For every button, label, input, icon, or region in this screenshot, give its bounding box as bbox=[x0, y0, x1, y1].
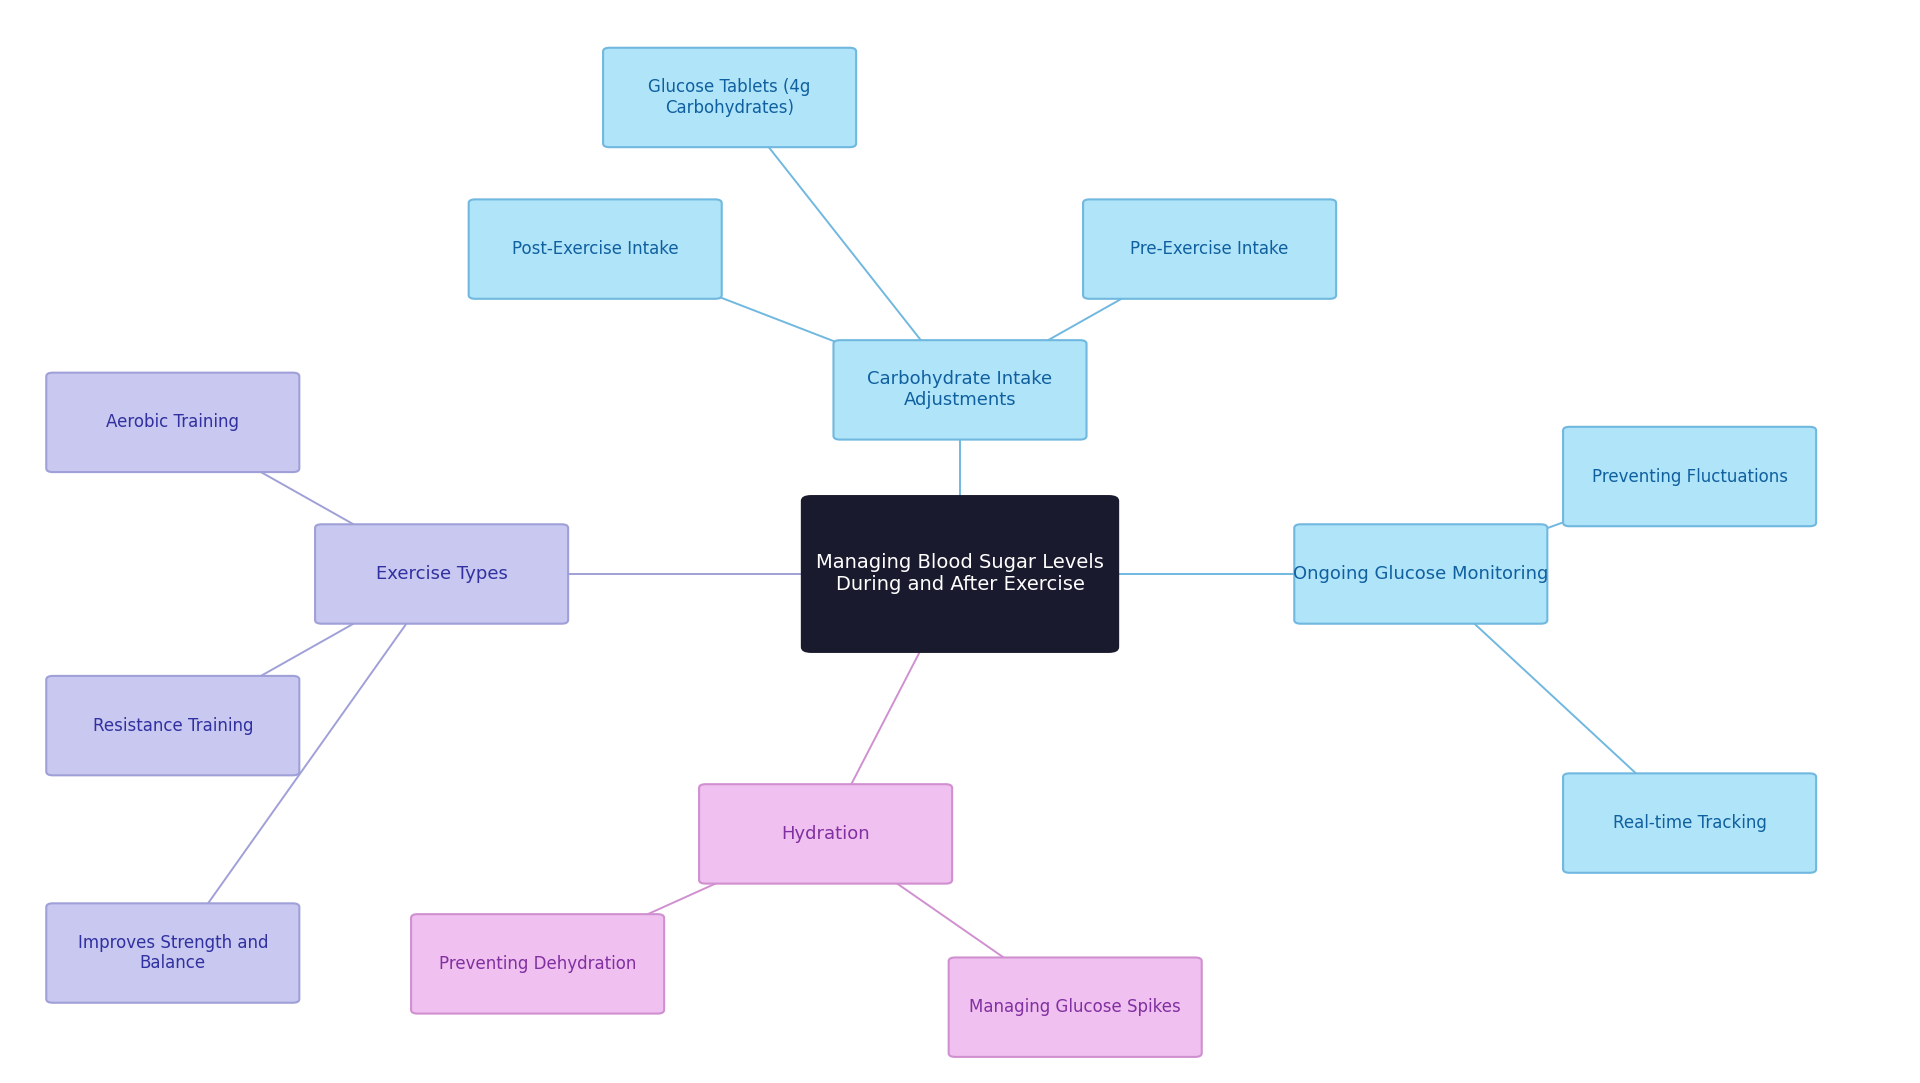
Text: Resistance Training: Resistance Training bbox=[92, 717, 253, 734]
Text: Ongoing Glucose Monitoring: Ongoing Glucose Monitoring bbox=[1292, 565, 1549, 583]
Text: Improves Strength and
Balance: Improves Strength and Balance bbox=[77, 934, 269, 973]
FancyBboxPatch shape bbox=[699, 784, 952, 884]
Text: Preventing Dehydration: Preventing Dehydration bbox=[440, 955, 636, 973]
Text: Preventing Fluctuations: Preventing Fluctuations bbox=[1592, 468, 1788, 485]
Text: Post-Exercise Intake: Post-Exercise Intake bbox=[513, 240, 678, 258]
FancyBboxPatch shape bbox=[833, 340, 1087, 440]
Text: Glucose Tablets (4g
Carbohydrates): Glucose Tablets (4g Carbohydrates) bbox=[649, 78, 810, 117]
FancyBboxPatch shape bbox=[46, 373, 300, 472]
FancyBboxPatch shape bbox=[1563, 773, 1816, 873]
Text: Managing Blood Sugar Levels
During and After Exercise: Managing Blood Sugar Levels During and A… bbox=[816, 553, 1104, 595]
Text: Exercise Types: Exercise Types bbox=[376, 565, 507, 583]
Text: Pre-Exercise Intake: Pre-Exercise Intake bbox=[1131, 240, 1288, 258]
Text: Aerobic Training: Aerobic Training bbox=[106, 414, 240, 431]
FancyBboxPatch shape bbox=[948, 957, 1202, 1057]
FancyBboxPatch shape bbox=[46, 903, 300, 1003]
FancyBboxPatch shape bbox=[1563, 427, 1816, 526]
FancyBboxPatch shape bbox=[46, 676, 300, 775]
FancyBboxPatch shape bbox=[603, 48, 856, 147]
Text: Managing Glucose Spikes: Managing Glucose Spikes bbox=[970, 999, 1181, 1016]
Text: Real-time Tracking: Real-time Tracking bbox=[1613, 814, 1766, 832]
FancyBboxPatch shape bbox=[411, 914, 664, 1014]
FancyBboxPatch shape bbox=[468, 199, 722, 299]
FancyBboxPatch shape bbox=[315, 524, 568, 624]
Text: Hydration: Hydration bbox=[781, 825, 870, 843]
Text: Carbohydrate Intake
Adjustments: Carbohydrate Intake Adjustments bbox=[868, 370, 1052, 409]
FancyBboxPatch shape bbox=[801, 495, 1119, 653]
FancyBboxPatch shape bbox=[1083, 199, 1336, 299]
FancyBboxPatch shape bbox=[1294, 524, 1548, 624]
